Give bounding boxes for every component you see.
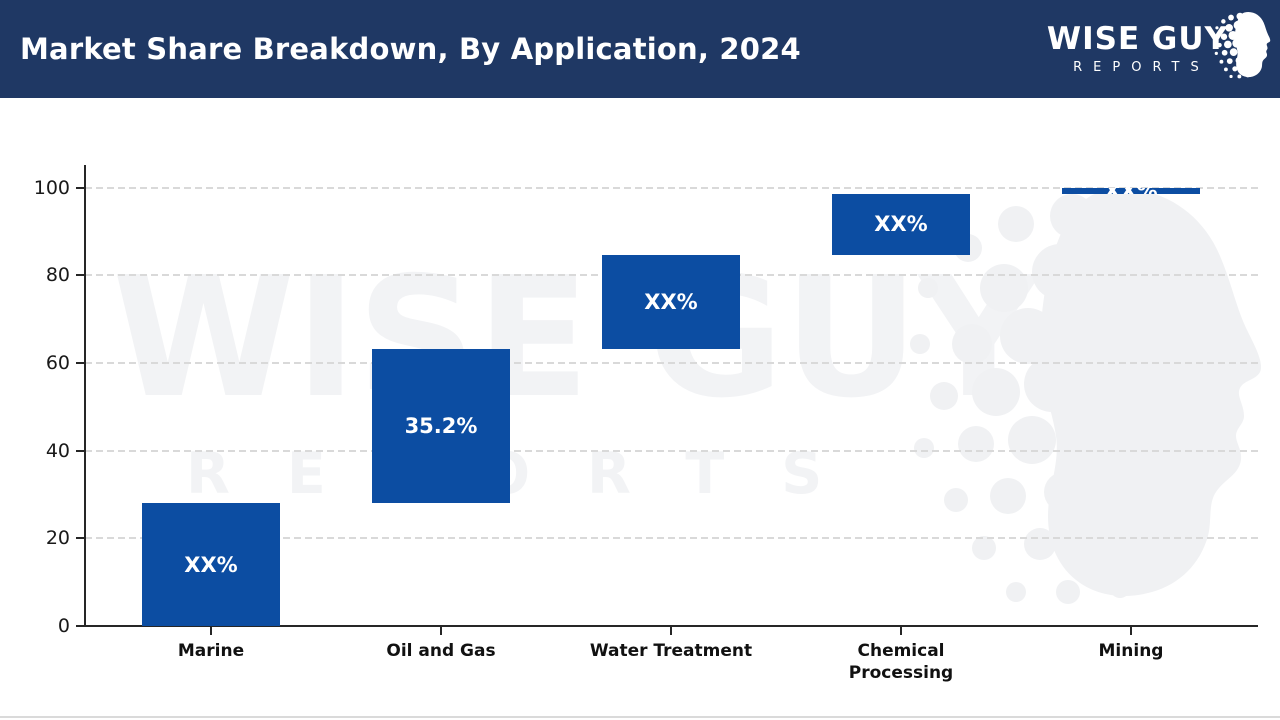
watermark-brand-text: WISE GUY — [112, 242, 1039, 435]
gridline-60 — [85, 361, 1258, 364]
logo-brand-text: WISE GUY — [1046, 20, 1228, 57]
bar-value-label: XX% — [184, 552, 238, 577]
gridline-20 — [85, 537, 1258, 540]
x-axis-category-label: Marine — [177, 641, 245, 661]
y-axis-tick-label: 60 — [45, 351, 70, 374]
dotted-head-profile-icon — [1214, 11, 1271, 79]
y-axis-tick — [76, 625, 84, 627]
y-axis-tick-label: 80 — [45, 264, 70, 287]
gridline-100 — [85, 186, 1258, 189]
header: Market Share Breakdown, By Application, … — [0, 0, 1280, 98]
footer-divider — [0, 716, 1280, 718]
x-axis-category-label: Water Treatment — [589, 641, 753, 661]
y-axis-tick — [76, 274, 84, 277]
waterfall-bar-mining: XX% — [1062, 187, 1200, 194]
y-axis-tick-label: 100 — [33, 176, 70, 199]
x-axis-tick — [440, 627, 442, 635]
y-axis-tick — [76, 186, 84, 189]
wiseguy-logo: WISE GUY REPORTS — [1046, 11, 1272, 86]
y-axis-tick — [76, 537, 84, 540]
waterfall-bar-chemical-processing: XX% — [832, 193, 970, 255]
x-axis-line — [84, 625, 1258, 627]
x-axis-tick — [900, 627, 902, 635]
y-axis-tick-label: 40 — [45, 439, 70, 462]
y-axis-tick — [76, 449, 84, 452]
x-axis-tick — [670, 627, 672, 635]
x-axis-tick — [1130, 627, 1132, 635]
y-axis-tick-label: 20 — [45, 527, 70, 550]
page-title: Market Share Breakdown, By Application, … — [20, 32, 801, 66]
bar-value-label: XX% — [644, 289, 698, 314]
bar-value-label: XX% — [1104, 188, 1157, 194]
y-axis-line — [84, 165, 86, 627]
logo-sub-text: REPORTS — [1073, 59, 1210, 75]
waterfall-bar-oil-and-gas: 35.2% — [372, 348, 510, 504]
watermark-head-icon — [910, 189, 1262, 604]
bar-value-label: 35.2% — [404, 414, 478, 439]
logo-text: WISE GUY REPORTS — [1046, 20, 1228, 75]
y-axis-tick-label: 0 — [57, 615, 70, 637]
x-axis-tick — [210, 627, 212, 635]
gridline-40 — [85, 449, 1258, 452]
bar-value-label: XX% — [874, 212, 928, 237]
x-axis-category-label: Chemical Processing — [848, 641, 954, 683]
x-axis-category-label: Oil and Gas — [386, 641, 496, 661]
waterfall-bar-water-treatment: XX% — [602, 254, 740, 349]
y-axis-tick — [76, 361, 84, 364]
x-axis-category-label: Mining — [1098, 641, 1164, 661]
waterfall-bar-marine: XX% — [142, 503, 280, 626]
